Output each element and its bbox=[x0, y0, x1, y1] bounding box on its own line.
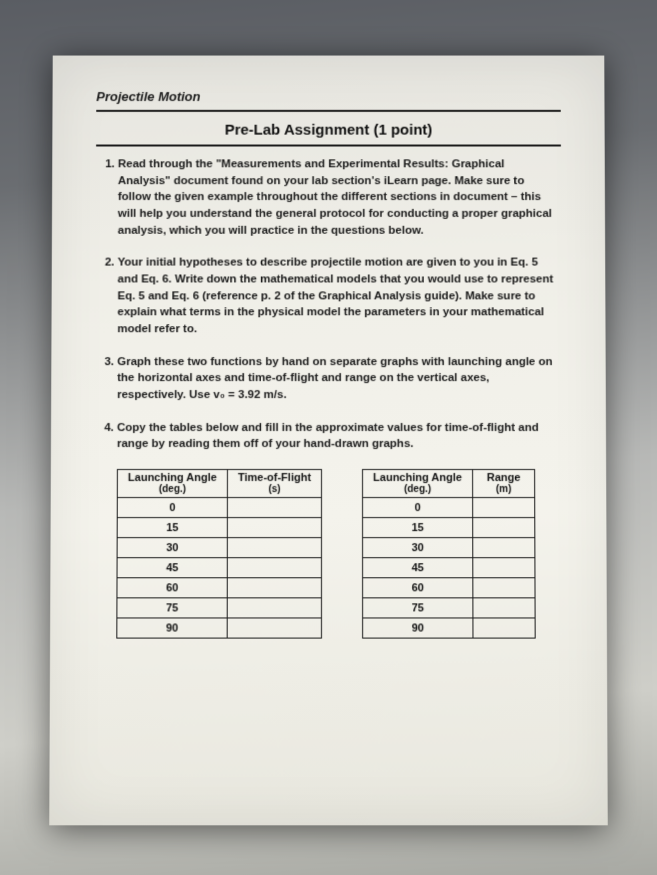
header-top: Launching Angle bbox=[124, 472, 221, 484]
time-of-flight-table: Launching Angle (deg.) Time-of-Flight (s… bbox=[116, 469, 322, 639]
table-row: 15 bbox=[117, 517, 321, 537]
table-header: Launching Angle (deg.) bbox=[363, 469, 473, 497]
value-cell bbox=[227, 597, 321, 617]
instruction-item: Read through the "Measurements and Exper… bbox=[118, 156, 562, 239]
angle-cell: 45 bbox=[117, 557, 227, 577]
worksheet-page: Projectile Motion Pre-Lab Assignment (1 … bbox=[49, 55, 608, 825]
angle-cell: 30 bbox=[363, 537, 473, 557]
angle-cell: 30 bbox=[117, 537, 227, 557]
angle-cell: 75 bbox=[117, 597, 227, 617]
table-row: 75 bbox=[363, 597, 536, 617]
table-header: Range (m) bbox=[473, 469, 535, 497]
table-row: 60 bbox=[117, 577, 322, 597]
header-unit: (s) bbox=[234, 484, 315, 495]
tables-container: Launching Angle (deg.) Time-of-Flight (s… bbox=[116, 469, 562, 639]
table-header-row: Launching Angle (deg.) Range (m) bbox=[363, 469, 535, 497]
value-cell bbox=[473, 517, 535, 537]
divider-under-title bbox=[96, 144, 561, 146]
table-row: 60 bbox=[363, 577, 535, 597]
instruction-item: Copy the tables below and fill in the ap… bbox=[117, 419, 562, 452]
angle-cell: 60 bbox=[117, 577, 227, 597]
table-row: 75 bbox=[117, 597, 322, 617]
angle-cell: 0 bbox=[363, 497, 473, 517]
angle-cell: 15 bbox=[117, 517, 227, 537]
table-header: Launching Angle (deg.) bbox=[117, 469, 227, 497]
table-row: 90 bbox=[117, 618, 322, 638]
angle-cell: 90 bbox=[117, 618, 227, 638]
table-row: 45 bbox=[363, 557, 535, 577]
header-unit: (deg.) bbox=[369, 484, 466, 495]
table-header: Time-of-Flight (s) bbox=[227, 469, 321, 497]
table-row: 0 bbox=[363, 497, 535, 517]
angle-cell: 90 bbox=[363, 618, 473, 638]
header-top: Time-of-Flight bbox=[234, 472, 315, 484]
table-row: 15 bbox=[363, 517, 535, 537]
table-header-row: Launching Angle (deg.) Time-of-Flight (s… bbox=[117, 469, 321, 497]
angle-cell: 45 bbox=[363, 557, 473, 577]
header-unit: (deg.) bbox=[124, 484, 221, 495]
header-unit: (m) bbox=[479, 484, 528, 495]
value-cell bbox=[473, 577, 535, 597]
value-cell bbox=[227, 577, 321, 597]
value-cell bbox=[473, 497, 535, 517]
value-cell bbox=[227, 557, 321, 577]
range-table: Launching Angle (deg.) Range (m) 0 15 30… bbox=[362, 469, 536, 639]
instruction-item: Your initial hypotheses to describe proj… bbox=[117, 254, 561, 337]
angle-cell: 60 bbox=[363, 577, 473, 597]
value-cell bbox=[473, 557, 535, 577]
table-row: 30 bbox=[117, 537, 321, 557]
value-cell bbox=[227, 537, 321, 557]
document-title: Projectile Motion bbox=[96, 89, 560, 104]
table-row: 0 bbox=[117, 497, 321, 517]
value-cell bbox=[473, 597, 535, 617]
header-top: Range bbox=[479, 472, 528, 484]
value-cell bbox=[473, 537, 535, 557]
header-top: Launching Angle bbox=[369, 472, 466, 484]
table-row: 45 bbox=[117, 557, 321, 577]
value-cell bbox=[227, 618, 321, 638]
table-row: 90 bbox=[363, 618, 536, 638]
section-title: Pre-Lab Assignment (1 point) bbox=[96, 111, 561, 144]
value-cell bbox=[473, 618, 535, 638]
table-row: 30 bbox=[363, 537, 535, 557]
angle-cell: 15 bbox=[363, 517, 473, 537]
angle-cell: 0 bbox=[117, 497, 227, 517]
value-cell bbox=[227, 497, 321, 517]
instruction-item: Graph these two functions by hand on sep… bbox=[117, 353, 562, 403]
instruction-list: Read through the "Measurements and Exper… bbox=[95, 156, 562, 453]
value-cell bbox=[227, 517, 321, 537]
angle-cell: 75 bbox=[363, 597, 473, 617]
